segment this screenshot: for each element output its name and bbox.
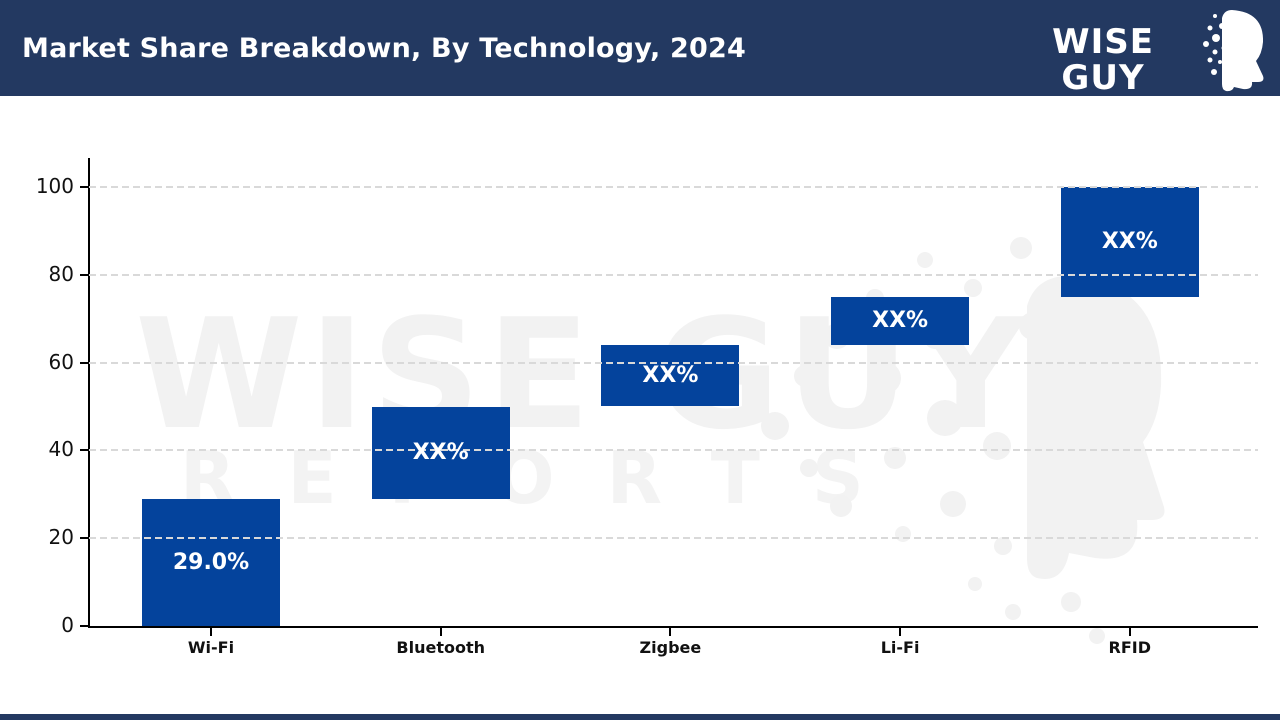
y-tick-label: 40 bbox=[48, 437, 74, 462]
y-tick-label: 20 bbox=[48, 525, 74, 550]
x-axis-line bbox=[88, 626, 1258, 628]
x-tick-label-rfid: RFID bbox=[1108, 638, 1152, 657]
gridline bbox=[89, 537, 1258, 540]
y-axis-line bbox=[88, 158, 90, 628]
x-tick-mark bbox=[439, 628, 442, 636]
y-tick-mark bbox=[80, 537, 88, 540]
logo-secondary-text: REPORTS bbox=[1046, 97, 1169, 112]
bar-label-bluetooth: XX% bbox=[412, 440, 469, 466]
bar-label-rfid: XX% bbox=[1101, 229, 1158, 255]
y-tick-label: 60 bbox=[48, 349, 74, 374]
bar-segment-wi-fi bbox=[142, 498, 280, 626]
gridline bbox=[89, 273, 1258, 276]
logo-wordmark: WISE GUY REPORTS bbox=[1008, 24, 1198, 113]
x-tick-mark bbox=[899, 628, 902, 636]
bar-label-wi-fi: 29.0% bbox=[172, 549, 250, 575]
logo-primary-text: WISE GUY bbox=[1052, 22, 1154, 98]
bar-segment-li-fi bbox=[831, 296, 970, 346]
gridline bbox=[89, 186, 1258, 188]
x-tick-label-wi-fi: Wi-Fi bbox=[187, 638, 235, 657]
bar-label-li-fi: XX% bbox=[872, 308, 929, 334]
y-tick-mark bbox=[80, 186, 88, 188]
bar-segment-bluetooth bbox=[371, 406, 510, 499]
x-tick-label-li-fi: Li-Fi bbox=[880, 638, 920, 657]
x-tick-mark bbox=[669, 628, 672, 636]
y-tick-label: 80 bbox=[48, 261, 74, 286]
x-tick-mark bbox=[210, 628, 212, 636]
page-title: Market Share Breakdown, By Technology, 2… bbox=[22, 32, 747, 64]
y-tick-mark bbox=[80, 361, 88, 364]
y-tick-label: 100 bbox=[35, 174, 74, 198]
x-tick-label-bluetooth: Bluetooth bbox=[396, 638, 485, 657]
logo-face-icon bbox=[1203, 10, 1264, 92]
y-tick-mark bbox=[80, 449, 88, 452]
gridline bbox=[89, 449, 1258, 452]
footer-bar bbox=[0, 714, 1280, 720]
bar-segment-zigbee bbox=[601, 345, 740, 407]
y-tick-mark bbox=[80, 273, 88, 276]
x-tick-label-zigbee: Zigbee bbox=[639, 638, 702, 657]
x-tick-mark bbox=[1128, 628, 1131, 636]
header: Market Share Breakdown, By Technology, 2… bbox=[0, 0, 1280, 112]
y-tick-label: 0 bbox=[61, 613, 74, 637]
wise-guy-logo: WISE GUY REPORTS bbox=[1008, 6, 1266, 112]
bar-label-zigbee: XX% bbox=[642, 363, 699, 389]
gridline bbox=[89, 361, 1258, 364]
y-tick-mark bbox=[80, 625, 88, 627]
